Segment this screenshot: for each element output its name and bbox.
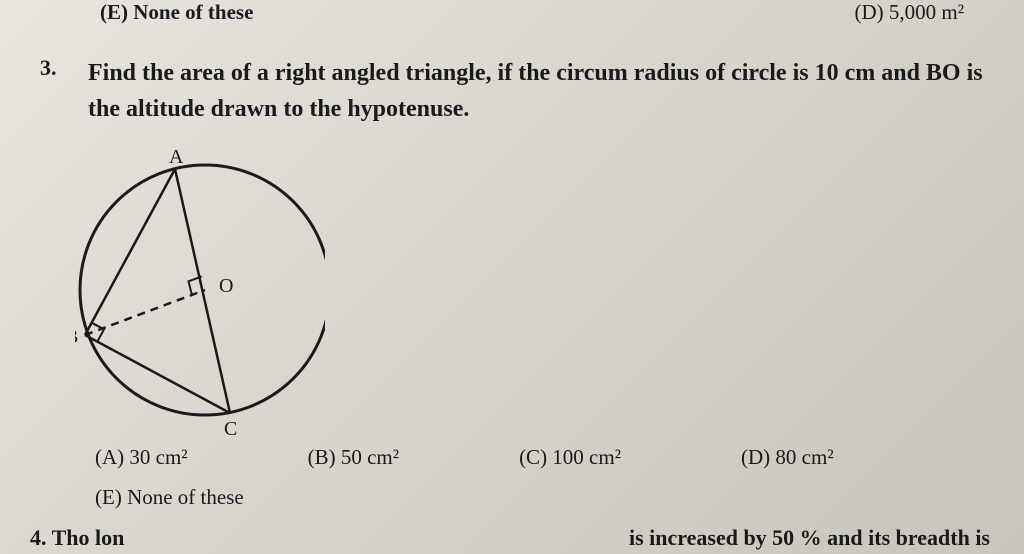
- option-a: (A) 30 cm²: [95, 445, 188, 470]
- bottom-right: is increased by 50 % and its breadth is: [629, 525, 990, 551]
- prev-option-e: (E) None of these: [100, 0, 253, 25]
- svg-text:O: O: [219, 275, 233, 297]
- option-c: (C) 100 cm²: [519, 445, 621, 470]
- question-row: 3. Find the area of a right angled trian…: [40, 55, 984, 127]
- diagram-svg: A B C O: [75, 145, 325, 435]
- option-e: (E) None of these: [95, 485, 244, 510]
- option-d: (D) 80 cm²: [741, 445, 834, 470]
- question-number: 3.: [40, 55, 70, 127]
- circle-diagram: A B C O: [75, 145, 325, 440]
- bottom-left: 4. Tho lon: [30, 525, 124, 551]
- svg-text:C: C: [224, 418, 237, 435]
- option-b: (B) 50 cm²: [308, 445, 399, 470]
- question-text: Find the area of a right angled triangle…: [88, 55, 984, 127]
- svg-text:B: B: [75, 326, 78, 348]
- svg-text:A: A: [169, 146, 184, 168]
- prev-option-d: (D) 5,000 m²: [854, 0, 964, 25]
- options-row: (A) 30 cm² (B) 50 cm² (C) 100 cm² (D) 80…: [95, 445, 984, 470]
- bottom-partial: 4. Tho lon is increased by 50 % and its …: [30, 525, 990, 551]
